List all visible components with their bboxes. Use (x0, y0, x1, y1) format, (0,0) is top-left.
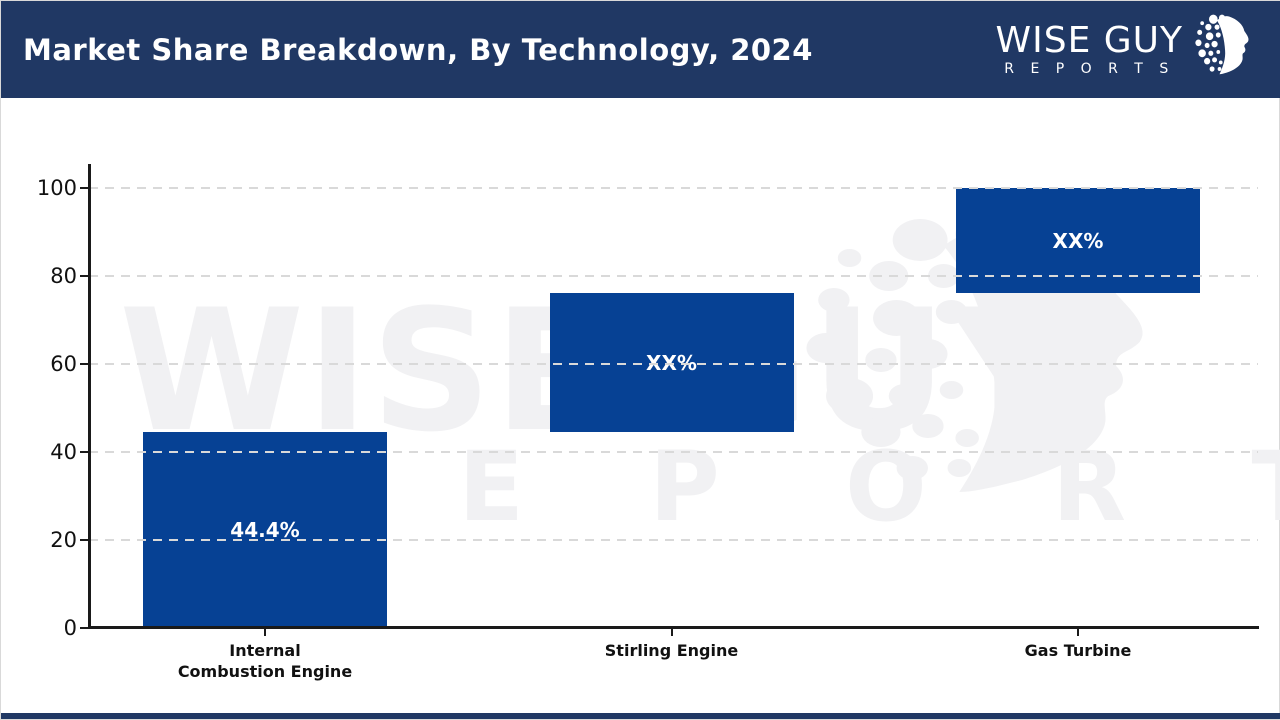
x-category-label: Internal Combustion Engine (177, 641, 353, 681)
y-tick-label: 80 (50, 263, 77, 288)
y-tick-label: 100 (36, 176, 77, 200)
bar-value-label: XX% (1052, 228, 1104, 253)
y-tick-mark (80, 626, 88, 629)
gridline (89, 187, 1258, 189)
gridline (89, 450, 1258, 453)
y-tick-label: 20 (50, 527, 77, 552)
dotted-face-profile-icon (1195, 14, 1249, 74)
x-tick-mark (264, 629, 266, 636)
bar-3: XX% (956, 188, 1200, 294)
footer-bar (1, 713, 1280, 719)
x-category-label: Stirling Engine (604, 641, 739, 660)
logo-reports-line: R E P O R T S (1004, 61, 1175, 78)
logo-text: WISE GUY R E P O R T S (995, 19, 1184, 78)
gridline (89, 274, 1258, 277)
bar-1: 44.4% (143, 432, 387, 628)
gridline (89, 538, 1258, 541)
x-tick-mark (1077, 629, 1079, 636)
x-tick-mark (670, 629, 673, 636)
wise-guy-reports-logo: WISE GUY R E P O R T S (996, 1, 1254, 98)
y-tick-label: 60 (50, 351, 77, 376)
x-category-label: Gas Turbine (1024, 641, 1132, 660)
y-tick-label: 0 (63, 615, 77, 640)
y-tick-label: 40 (50, 439, 77, 464)
header-banner: Market Share Breakdown, By Technology, 2… (1, 1, 1280, 98)
y-tick-mark (80, 538, 88, 541)
y-tick-mark (80, 274, 88, 277)
gridline (89, 362, 1258, 365)
y-tick-mark (80, 450, 88, 453)
x-axis-spine (88, 626, 1259, 629)
watermark-reports-text: R E P O R T S (259, 431, 1280, 543)
y-tick-mark (80, 362, 88, 365)
bar-value-label: 44.4% (230, 517, 300, 542)
logo-name-line: WISE GUY (995, 19, 1183, 61)
y-tick-mark (80, 187, 88, 189)
y-axis-spine (88, 164, 91, 629)
chart-title: Market Share Breakdown, By Technology, 2… (23, 32, 813, 67)
